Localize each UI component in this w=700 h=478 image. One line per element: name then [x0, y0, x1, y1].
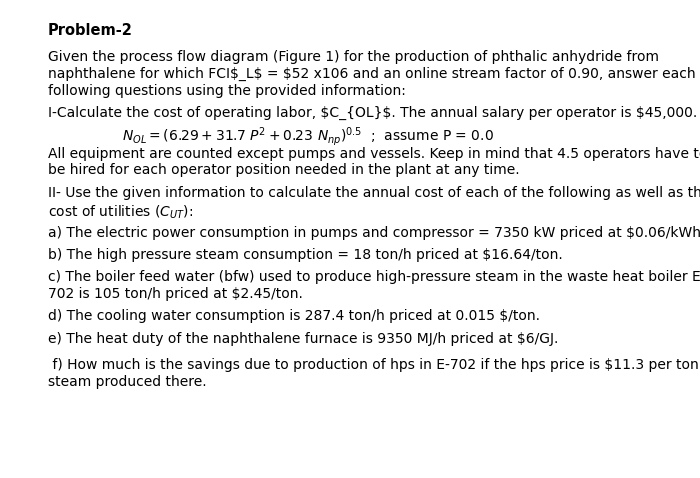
Text: b) The high pressure steam consumption = 18 ton/h priced at $16.64/ton.: b) The high pressure steam consumption =… — [48, 248, 562, 262]
Text: a) The electric power consumption in pumps and compressor = 7350 kW priced at $0: a) The electric power consumption in pum… — [48, 226, 700, 239]
Text: steam produced there.: steam produced there. — [48, 375, 206, 389]
Text: c) The boiler feed water (bfw) used to produce high-pressure steam in the waste : c) The boiler feed water (bfw) used to p… — [48, 270, 700, 284]
Text: Given the process flow diagram (Figure 1) for the production of phthalic anhydri: Given the process flow diagram (Figure 1… — [48, 50, 659, 64]
Text: cost of utilities ($C_{UT}$):: cost of utilities ($C_{UT}$): — [48, 203, 192, 220]
Text: $N_{OL} = (6.29 + 31.7\ P^2 + 0.23\ N_{np})^{0.5}$  ;  assume P = 0.0: $N_{OL} = (6.29 + 31.7\ P^2 + 0.23\ N_{n… — [122, 125, 494, 148]
Text: naphthalene for which FCI$_L$ = $52 x106 and an online stream factor of 0.90, an: naphthalene for which FCI$_L$ = $52 x106… — [48, 67, 700, 81]
Text: e) The heat duty of the naphthalene furnace is 9350 MJ/h priced at $6/GJ.: e) The heat duty of the naphthalene furn… — [48, 332, 558, 346]
Text: f) How much is the savings due to production of hps in E-702 if the hps price is: f) How much is the savings due to produc… — [48, 358, 699, 372]
Text: All equipment are counted except pumps and vessels. Keep in mind that 4.5 operat: All equipment are counted except pumps a… — [48, 147, 700, 161]
Text: I-Calculate the cost of operating labor, $C_{OL}$. The annual salary per operato: I-Calculate the cost of operating labor,… — [48, 106, 697, 120]
Text: II- Use the given information to calculate the annual cost of each of the follow: II- Use the given information to calcula… — [48, 186, 700, 200]
Text: be hired for each operator position needed in the plant at any time.: be hired for each operator position need… — [48, 163, 519, 177]
Text: Problem-2: Problem-2 — [48, 23, 132, 38]
Text: following questions using the provided information:: following questions using the provided i… — [48, 84, 405, 98]
Text: 702 is 105 ton/h priced at $2.45/ton.: 702 is 105 ton/h priced at $2.45/ton. — [48, 287, 302, 301]
Text: d) The cooling water consumption is 287.4 ton/h priced at 0.015 $/ton.: d) The cooling water consumption is 287.… — [48, 309, 540, 323]
